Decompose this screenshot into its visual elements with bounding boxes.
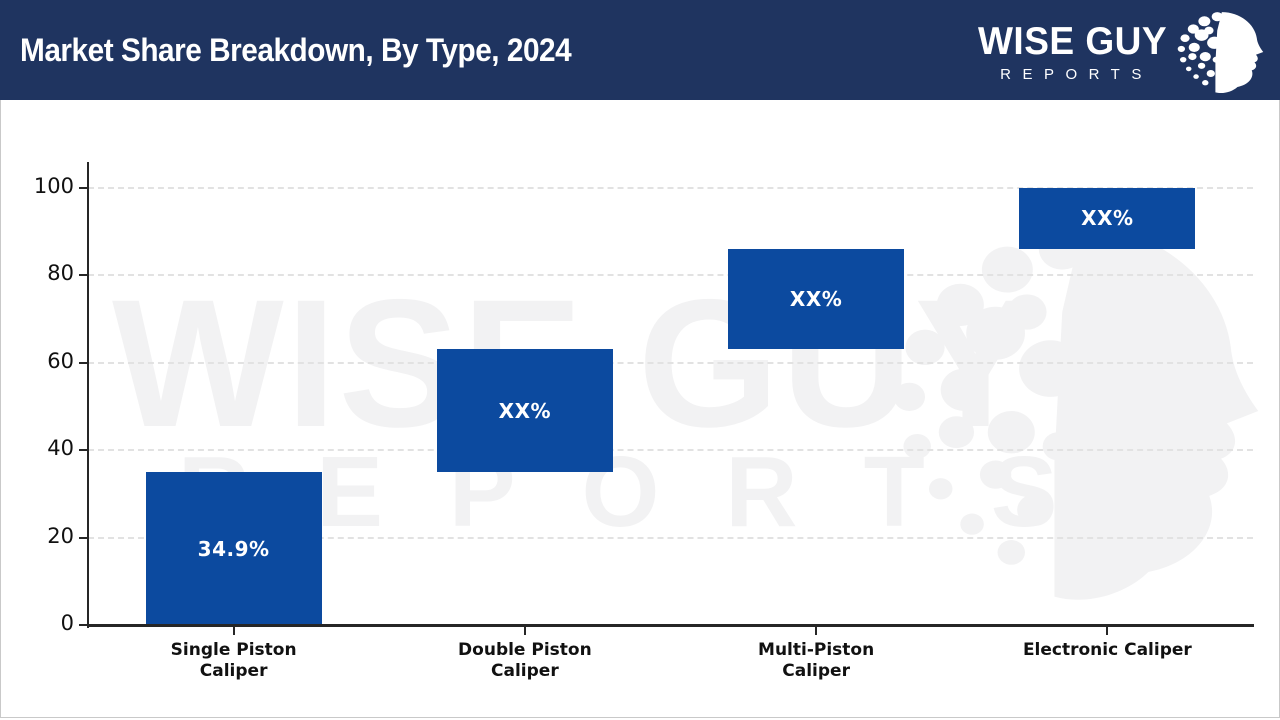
x-category-label: Electronic Caliper xyxy=(1022,640,1192,660)
header: Market Share Breakdown, By Type, 2024 WI… xyxy=(0,0,1280,100)
y-tick-mark xyxy=(79,274,88,276)
bar-value-label: XX% xyxy=(789,287,843,312)
watermark-head-icon xyxy=(893,227,1259,600)
bar-value-label: XX% xyxy=(498,398,552,423)
logo: WISE GUY REPORTS xyxy=(973,9,1266,95)
gridline xyxy=(88,274,1253,276)
x-tick-mark xyxy=(232,627,235,635)
y-tick-label: 0 xyxy=(60,611,74,635)
y-tick-mark xyxy=(79,186,88,189)
y-tick-mark xyxy=(79,624,88,626)
y-tick-label: 100 xyxy=(33,173,74,198)
bar-segment: XX% xyxy=(1019,187,1196,249)
logo-name: WISE GUY xyxy=(977,20,1168,63)
y-tick-label: 20 xyxy=(47,523,74,548)
y-axis-spine xyxy=(87,162,89,628)
bar-value-label: XX% xyxy=(1081,206,1134,231)
y-tick-mark xyxy=(79,449,88,451)
gridline xyxy=(88,361,1253,364)
x-tick-mark xyxy=(1106,627,1109,635)
gridline xyxy=(88,449,1253,451)
x-tick-mark xyxy=(815,627,818,635)
bar-segment: XX% xyxy=(728,248,905,350)
bar-value-label: 34.9% xyxy=(197,536,270,561)
x-category-label: Single Piston Caliper xyxy=(170,640,297,681)
gridline xyxy=(88,186,1253,189)
logo-tagline: REPORTS xyxy=(1000,66,1153,83)
x-category-label: Multi-Piston Caliper xyxy=(758,640,875,681)
gridline xyxy=(88,536,1253,539)
y-tick-mark xyxy=(79,536,88,539)
bar-segment: XX% xyxy=(436,349,613,473)
y-tick-label: 40 xyxy=(47,436,74,460)
x-tick-mark xyxy=(523,627,526,635)
y-tick-label: 60 xyxy=(47,348,74,373)
bar-segment: 34.9% xyxy=(145,472,322,625)
logo-text: WISE GUY REPORTS xyxy=(973,22,1172,82)
page-title: Market Share Breakdown, By Type, 2024 xyxy=(20,31,572,68)
x-axis-spine xyxy=(87,624,1254,627)
x-category-label: Double Piston Caliper xyxy=(458,640,592,681)
y-tick-mark xyxy=(79,361,88,364)
y-tick-label: 80 xyxy=(47,261,74,285)
dotted-head-profile-icon xyxy=(1177,12,1264,93)
